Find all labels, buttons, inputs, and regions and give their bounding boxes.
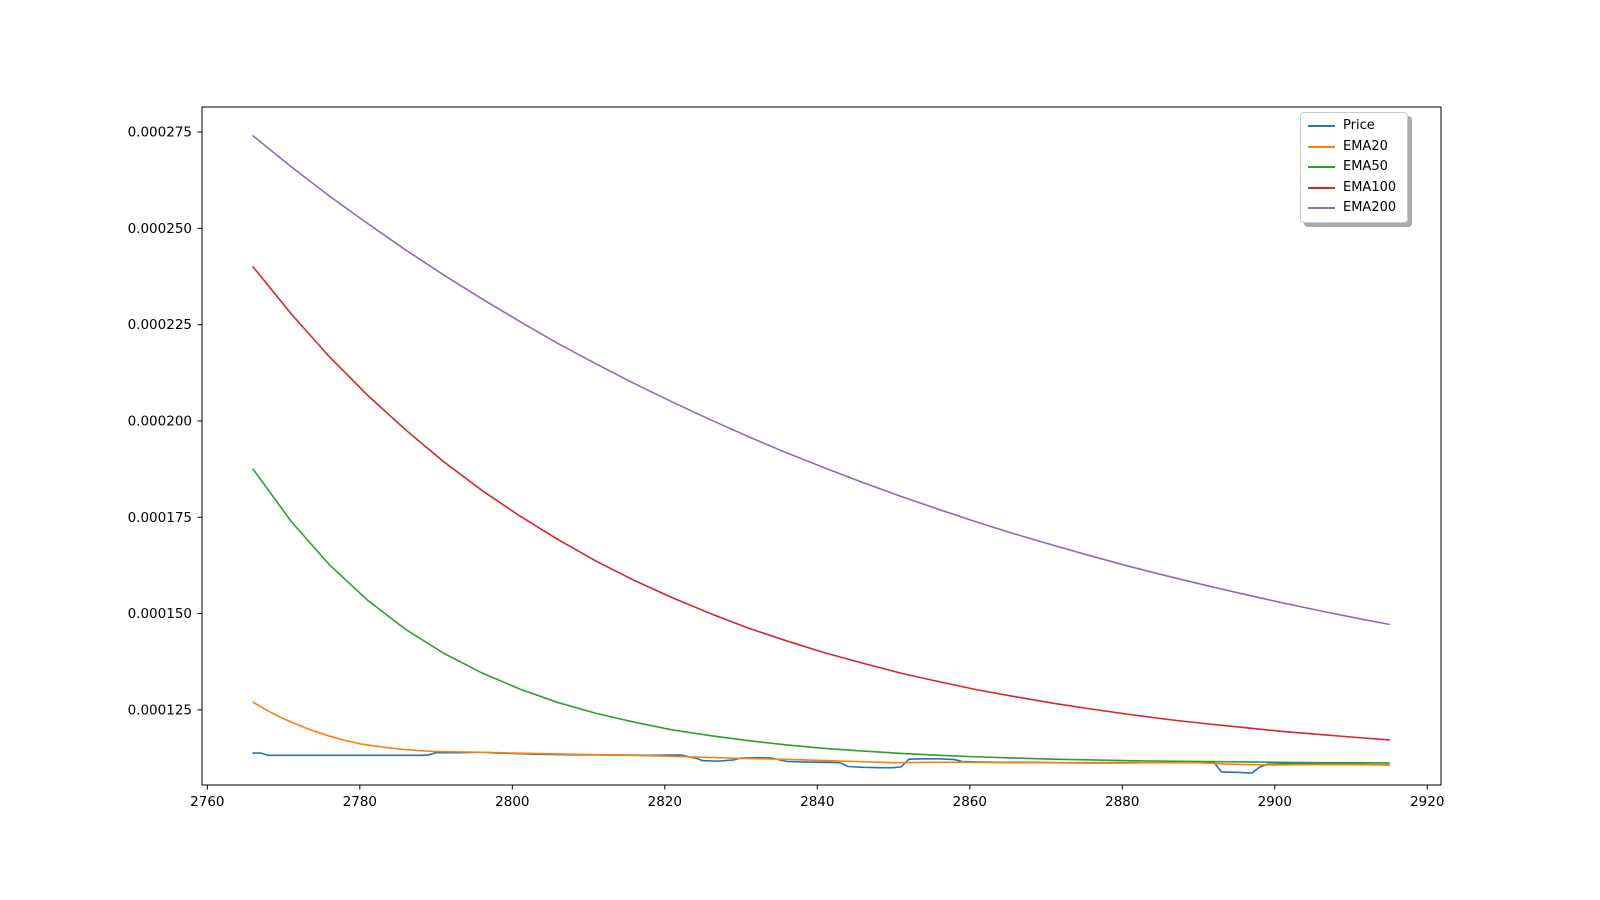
- series-line-EMA20: [252, 701, 1390, 766]
- x-tick-label: 2800: [495, 794, 529, 810]
- legend-item-Price: Price: [1308, 116, 1400, 137]
- legend-line-swatch-EMA100: [1308, 186, 1335, 189]
- legend: Price EMA20 EMA50 EMA100 EMA200: [1300, 112, 1408, 223]
- legend-line-swatch-Price: [1308, 125, 1335, 128]
- legend-line-swatch-EMA200: [1308, 207, 1335, 210]
- x-tick-label: 2760: [190, 794, 224, 810]
- x-tick-label: 2900: [1258, 794, 1292, 810]
- x-tick-label: 2780: [343, 794, 377, 810]
- series-line-EMA100: [252, 266, 1390, 741]
- x-tick-label: 2920: [1410, 794, 1444, 810]
- y-tick-label: 0.000150: [128, 606, 192, 622]
- y-tick-label: 0.000250: [128, 221, 192, 237]
- series-line-EMA50: [252, 468, 1390, 764]
- y-tick-label: 0.000275: [128, 125, 192, 141]
- plot-frame: [201, 106, 1442, 786]
- series-line-EMA200: [252, 135, 1390, 626]
- y-tick-label: 0.000200: [128, 413, 192, 429]
- legend-item-EMA20: EMA20: [1308, 137, 1400, 158]
- x-tick-label: 2840: [800, 794, 834, 810]
- y-tick-label: 0.000225: [128, 317, 192, 333]
- legend-label-Price: Price: [1343, 118, 1375, 133]
- legend-line-swatch-EMA50: [1308, 166, 1335, 169]
- y-tick-label: 0.000125: [128, 702, 192, 718]
- legend-item-EMA200: EMA200: [1308, 198, 1400, 219]
- x-tick-label: 2860: [953, 794, 987, 810]
- legend-label-EMA200: EMA200: [1343, 200, 1397, 215]
- legend-label-EMA100: EMA100: [1343, 179, 1397, 195]
- legend-label-EMA20: EMA20: [1343, 138, 1388, 154]
- legend-item-EMA50: EMA50: [1308, 157, 1400, 178]
- x-tick-label: 2820: [648, 794, 682, 810]
- legend-line-swatch-EMA20: [1308, 145, 1335, 148]
- legend-label-EMA50: EMA50: [1343, 159, 1388, 174]
- x-tick-label: 2880: [1105, 794, 1139, 810]
- y-tick-label: 0.000175: [128, 510, 192, 526]
- legend-item-EMA100: EMA100: [1308, 178, 1400, 199]
- series-line-Price: [252, 751, 1390, 774]
